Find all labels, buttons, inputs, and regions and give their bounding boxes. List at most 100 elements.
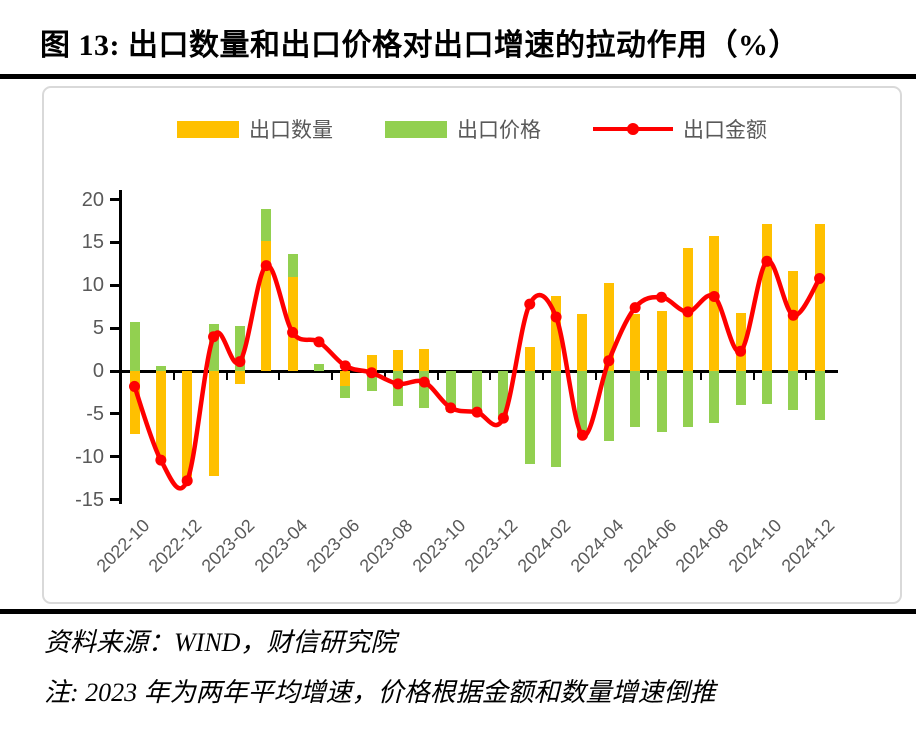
bar-出口数量-2022-12 xyxy=(182,371,193,478)
y-axis-tick xyxy=(110,326,120,330)
legend-label-export-quantity: 出口数量 xyxy=(249,119,333,142)
bar-出口价格-2023-10 xyxy=(445,371,456,413)
bar-出口价格-2024-02 xyxy=(551,371,562,467)
bar-出口数量-2024-09 xyxy=(735,312,746,371)
bar-出口价格-2023-03 xyxy=(261,209,272,241)
y-axis-line xyxy=(118,189,122,504)
export-value-point-2024-07 xyxy=(682,306,694,318)
y-tick-label: 5 xyxy=(92,317,104,340)
x-axis-tick xyxy=(752,371,755,380)
title-divider-rule xyxy=(0,74,916,79)
bar-出口数量-2023-07 xyxy=(366,354,377,371)
bar-出口数量-2023-08 xyxy=(393,349,403,371)
bar-出口数量-2022-11 xyxy=(155,371,166,459)
y-tick-label: -10 xyxy=(75,445,104,468)
bar-出口价格-2023-11 xyxy=(472,371,483,413)
y-tick-label: 20 xyxy=(81,188,104,211)
export-value-line-layer xyxy=(129,255,826,491)
bar-出口价格-2023-01 xyxy=(208,323,219,371)
x-axis-tick xyxy=(278,371,281,380)
bar-出口数量-2023-04 xyxy=(287,276,298,371)
bar-出口数量-2024-08 xyxy=(709,236,720,371)
bar-出口价格-2024-11 xyxy=(788,371,799,411)
bar-出口数量-2023-01 xyxy=(208,371,219,477)
export-value-point-2024-04 xyxy=(603,355,615,367)
y-tick-label: -5 xyxy=(86,402,104,425)
y-axis-tick xyxy=(110,369,120,373)
bar-出口数量-2023-03 xyxy=(261,240,272,371)
export-value-point-2023-07 xyxy=(366,367,378,379)
y-axis-tick xyxy=(110,283,120,287)
bar-出口数量-2024-03 xyxy=(577,314,588,371)
y-axis-tick xyxy=(110,240,120,244)
bar-出口数量-2024-06 xyxy=(656,311,667,371)
export-value-point-2024-09 xyxy=(735,345,747,357)
legend-item-export-price: 出口价格 xyxy=(385,114,541,144)
x-axis-tick xyxy=(489,371,492,380)
legend-label-export-value: 出口金额 xyxy=(683,119,767,142)
x-axis-tick xyxy=(173,371,176,380)
export-value-point-2023-05 xyxy=(313,336,325,348)
export-value-point-2024-11 xyxy=(787,309,799,321)
export-value-point-2023-08 xyxy=(392,378,404,390)
export-value-point-2023-06 xyxy=(339,360,351,372)
bar-出口价格-2024-09 xyxy=(735,371,746,406)
bar-出口价格-2024-12 xyxy=(814,371,825,420)
legend-label-export-price: 出口价格 xyxy=(457,119,541,142)
bar-出口数量-2024-05 xyxy=(630,313,641,371)
bar-出口价格-2023-12 xyxy=(498,371,509,419)
bar-出口数量-2024-11 xyxy=(788,270,799,371)
bar-出口数量-2024-02 xyxy=(551,296,562,371)
bar-出口价格-2023-07 xyxy=(366,371,377,391)
export-value-point-2024-12 xyxy=(814,272,826,284)
value-line-swatch xyxy=(593,121,673,138)
price-bar-swatch xyxy=(385,120,447,138)
bar-出口价格-2023-06 xyxy=(340,386,351,399)
bar-出口价格-2024-04 xyxy=(603,371,614,442)
export-value-point-2023-04 xyxy=(287,326,299,338)
data-source-text: 资料来源：WIND，财信研究院 xyxy=(44,628,397,657)
legend-item-export-value: 出口金额 xyxy=(593,114,767,144)
chart-legend: 出口数量 出口价格 出口金额 xyxy=(44,114,900,144)
bar-出口价格-2024-08 xyxy=(709,371,720,424)
plot-area: 20 15 10 5 0 -5 -10 -15 2022-10 2022-12 2023-02 202… xyxy=(44,88,900,602)
bar-出口价格-2024-01 xyxy=(524,371,535,464)
footnote-text: 注: 2023 年为两年平均增速，价格根据金额和数量增速倒推 xyxy=(44,678,716,707)
bar-出口数量-2023-09 xyxy=(419,348,430,371)
bar-出口价格-2022-11 xyxy=(155,365,166,371)
export-value-point-2024-01 xyxy=(524,298,536,310)
y-axis-tick xyxy=(110,455,120,459)
y-axis-tick xyxy=(110,498,120,502)
value-line-swatch-marker xyxy=(627,123,639,135)
export-value-point-2022-11 xyxy=(155,454,167,466)
x-axis-tick xyxy=(225,371,228,380)
bar-出口数量-2024-12 xyxy=(814,223,825,371)
quantity-bar-swatch xyxy=(177,120,239,138)
bar-出口价格-2022-10 xyxy=(129,322,140,371)
export-value-point-2023-09 xyxy=(418,376,430,388)
x-axis-tick xyxy=(594,371,597,380)
bar-出口数量-2023-02 xyxy=(234,371,245,384)
export-value-point-2023-01 xyxy=(208,331,220,343)
y-tick-label: -15 xyxy=(75,488,104,511)
bar-出口数量-2023-06 xyxy=(340,371,351,387)
export-value-point-2024-06 xyxy=(656,291,667,303)
bar-出口数量-2024-01 xyxy=(524,347,535,371)
x-axis-tick xyxy=(331,371,334,380)
x-axis-tick xyxy=(436,371,439,380)
footer-divider-rule xyxy=(0,609,916,614)
x-axis-tick xyxy=(700,371,703,380)
y-tick-label: 15 xyxy=(81,231,104,254)
export-value-point-2023-02 xyxy=(234,356,246,368)
export-value-point-2024-05 xyxy=(629,302,641,314)
export-value-point-2024-02 xyxy=(550,311,562,323)
bar-出口价格-2024-03 xyxy=(577,371,588,437)
y-axis-tick xyxy=(110,198,120,202)
export-value-point-2024-08 xyxy=(708,290,720,302)
export-value-point-2023-10 xyxy=(445,402,457,414)
x-axis-tick xyxy=(805,371,808,380)
x-axis-tick xyxy=(383,371,386,380)
export-value-point-2024-03 xyxy=(576,429,588,441)
bar-出口价格-2024-05 xyxy=(630,371,641,427)
